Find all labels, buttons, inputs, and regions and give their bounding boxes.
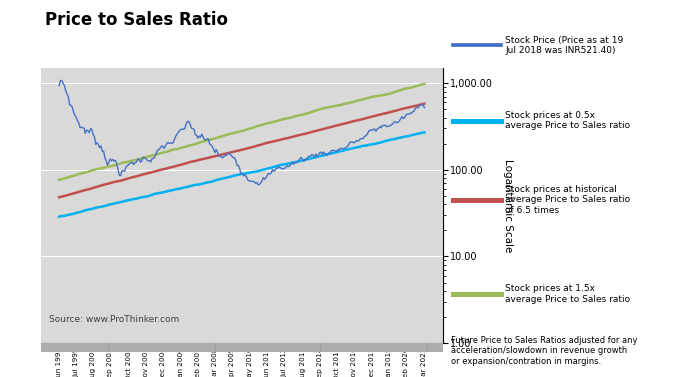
Text: Stock prices at historical
average Price to Sales ratio
of 6.5 times: Stock prices at historical average Price… [505, 185, 631, 215]
Text: Stock prices at 1.5x
average Price to Sales ratio: Stock prices at 1.5x average Price to Sa… [505, 284, 631, 304]
Y-axis label: Logarithmic Scale: Logarithmic Scale [503, 159, 513, 252]
Text: Stock prices at 0.5x
average Price to Sales ratio: Stock prices at 0.5x average Price to Sa… [505, 111, 631, 130]
Text: Future Price to Sales Ratios adjusted for any
acceleration/slowdown in revenue g: Future Price to Sales Ratios adjusted fo… [451, 336, 637, 366]
Text: Price to Sales Ratio: Price to Sales Ratio [45, 11, 227, 29]
Text: Stock Price (Price as at 19
Jul 2018 was INR521.40): Stock Price (Price as at 19 Jul 2018 was… [505, 35, 624, 55]
Text: Source: www.ProThinker.com: Source: www.ProThinker.com [49, 315, 179, 324]
